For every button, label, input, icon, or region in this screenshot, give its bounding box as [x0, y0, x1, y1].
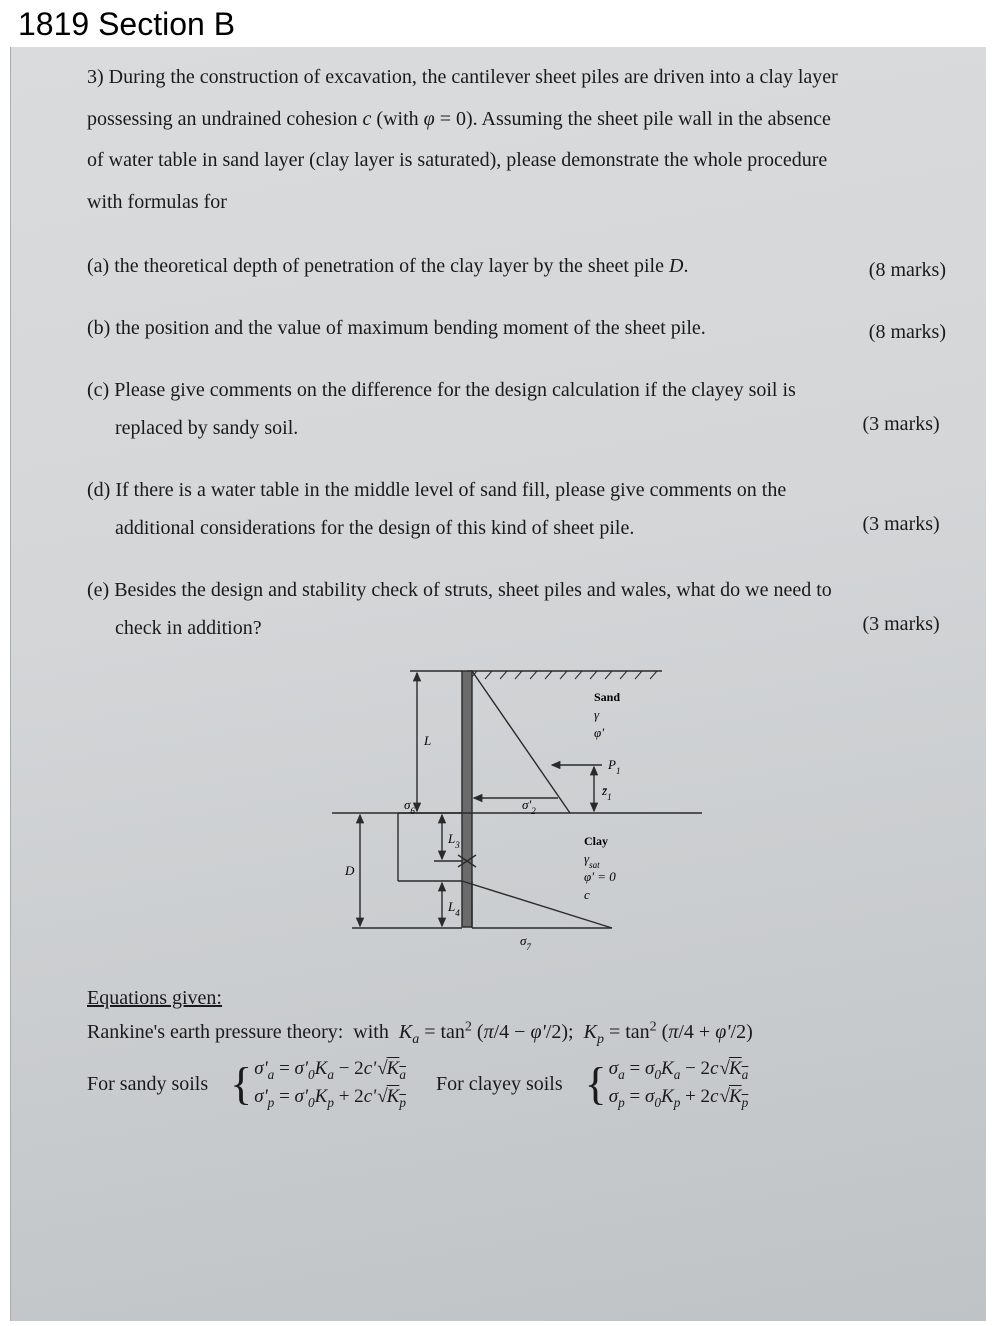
clayey-label: For clayey soils: [436, 1067, 563, 1101]
label-L: L: [423, 733, 431, 748]
intro-line: with formulas for: [87, 182, 956, 224]
label-phi-prime: φ': [594, 725, 604, 740]
part-c-marks: (3 marks): [890, 405, 946, 443]
intro-line: 3) During the construction of excavation…: [87, 57, 956, 99]
label-L4: L4: [447, 899, 460, 918]
label-D: D: [344, 863, 355, 878]
part-a-marks: (8 marks): [869, 251, 946, 289]
part-c: (c) Please give comments on the differen…: [87, 371, 956, 447]
label-sigma7: σ7: [520, 933, 531, 952]
sheet-pile-diagram: L D L3 L4 σ6 σ'2 σ7 Sand γ φ' P1 z̄1 Cla…: [302, 653, 742, 973]
page-title: 1819 Section B: [0, 0, 996, 45]
clayey-passive: σp = σ0Kp + 2cKp: [609, 1084, 749, 1112]
sandy-label: For sandy soils: [87, 1067, 208, 1101]
label-ysat: γsat: [584, 851, 600, 870]
label-P1: P1: [607, 757, 620, 776]
intro-line: of water table in sand layer (clay layer…: [87, 140, 956, 182]
figure: L D L3 L4 σ6 σ'2 σ7 Sand γ φ' P1 z̄1 Cla…: [87, 653, 956, 973]
equations-block: Equations given: Rankine's earth pressur…: [87, 981, 956, 1111]
equations-title: Equations given:: [87, 981, 956, 1015]
question-intro: 3) During the construction of excavation…: [87, 57, 956, 223]
sandy-passive: σ'p = σ'0Kp + 2c'Kp: [254, 1084, 406, 1112]
part-e-marks: (3 marks): [890, 605, 946, 643]
part-a-text: (a) the theoretical depth of penetration…: [87, 255, 688, 277]
label-z1: z̄1: [601, 783, 612, 802]
part-a: (a) the theoretical depth of penetration…: [87, 247, 956, 285]
part-c-text: (c) Please give comments on the differen…: [87, 379, 796, 439]
exam-paper: 3) During the construction of excavation…: [10, 47, 986, 1321]
clayey-active: σa = σ0Ka − 2cKa: [609, 1056, 749, 1084]
label-phi0: φ' = 0: [584, 869, 616, 884]
label-clay: Clay: [584, 834, 608, 848]
part-e: (e) Besides the design and stability che…: [87, 571, 956, 647]
part-d-marks: (3 marks): [890, 505, 946, 543]
intro-line: possessing an undrained cohesion c (with…: [87, 99, 956, 141]
sandy-active: σ'a = σ'0Ka − 2c'Ka: [254, 1056, 406, 1084]
part-d: (d) If there is a water table in the mid…: [87, 471, 956, 547]
sandy-equations: { σ'a = σ'0Ka − 2c'Ka σ'p = σ'0Kp + 2c'K…: [226, 1056, 406, 1111]
clayey-equations: { σa = σ0Ka − 2cKa σp = σ0Kp + 2cKp: [581, 1056, 749, 1111]
rankine-line: Rankine's earth pressure theory: with Ka…: [87, 1015, 956, 1052]
label-L3: L3: [447, 831, 460, 850]
label-gamma: γ: [594, 707, 600, 722]
label-sand: Sand: [594, 690, 620, 704]
part-e-text: (e) Besides the design and stability che…: [87, 579, 832, 639]
part-d-text: (d) If there is a water table in the mid…: [87, 479, 786, 539]
part-b: (b) the position and the value of maximu…: [87, 309, 956, 347]
part-b-text: (b) the position and the value of maximu…: [87, 317, 706, 339]
part-b-marks: (8 marks): [869, 313, 946, 351]
label-c: c: [584, 887, 590, 902]
